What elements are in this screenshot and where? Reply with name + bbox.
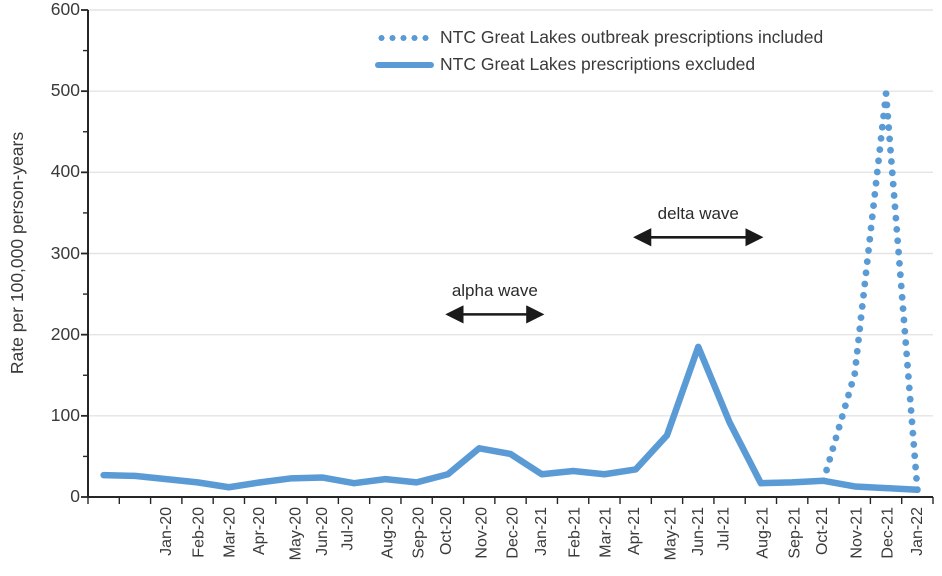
x-tick-label: Jun-20 — [314, 507, 332, 556]
legend-label-prescriptions-excluded: NTC Great Lakes prescriptions excluded — [440, 53, 756, 74]
chart-legend: NTC Great Lakes outbreak prescriptions i… — [375, 24, 895, 78]
dotted-line-swatch-icon — [375, 30, 434, 46]
y-tick-label: 600 — [50, 0, 80, 19]
y-tick-label: 400 — [50, 161, 80, 182]
series-line-outbreak-included — [820, 90, 921, 494]
x-tick-label: Nov-20 — [473, 507, 491, 559]
y-tick-label: 0 — [70, 486, 80, 506]
gridlines — [88, 9, 933, 417]
x-tick-label: Dec-21 — [880, 507, 898, 559]
x-tick-label: Feb-21 — [566, 507, 584, 558]
x-tick-label: Mar-20 — [221, 507, 239, 558]
x-tick-label: Oct-21 — [813, 507, 831, 556]
x-tick-label: Dec-20 — [504, 507, 522, 559]
x-tick-label: Jan-22 — [908, 507, 926, 556]
x-tick-label: Sep-21 — [786, 507, 804, 559]
y-tick-label: 300 — [50, 242, 80, 263]
y-axis-ticks — [81, 9, 88, 498]
x-tick-label: Jun-21 — [689, 507, 707, 556]
x-axis-ticks — [87, 497, 934, 504]
x-tick-label: Oct-20 — [438, 507, 456, 556]
x-tick-label: Jul-20 — [340, 507, 357, 551]
x-tick-label: Aug-21 — [754, 507, 772, 559]
legend-item-prescriptions-excluded: NTC Great Lakes prescriptions excluded — [375, 51, 895, 78]
x-tick-label: Sep-20 — [410, 507, 428, 559]
x-tick-label: Aug-20 — [379, 507, 397, 559]
x-tick-label: Jan-20 — [157, 507, 175, 556]
series-line-prescriptions-excluded — [100, 343, 921, 493]
annotation-arrows — [445, 228, 764, 324]
x-tick-label: May-20 — [287, 507, 305, 561]
x-tick-label: Jul-21 — [715, 507, 733, 551]
annotation-label-delta-wave: delta wave — [657, 204, 739, 224]
solid-line-swatch-icon — [375, 57, 434, 73]
x-tick-label: Nov-21 — [848, 507, 866, 559]
x-tick-label: Apr-20 — [250, 507, 268, 556]
x-tick-label: Mar-21 — [597, 507, 615, 558]
x-tick-label: Feb-20 — [190, 507, 208, 558]
x-tick-label: Jan-21 — [533, 507, 551, 556]
x-tick-label: Apr-21 — [626, 507, 644, 556]
y-tick-label: 500 — [50, 80, 80, 101]
legend-item-outbreak-included: NTC Great Lakes outbreak prescriptions i… — [375, 24, 895, 51]
y-tick-label: 100 — [50, 404, 80, 425]
legend-label-outbreak-included: NTC Great Lakes outbreak prescriptions i… — [440, 26, 824, 47]
y-tick-label: 200 — [50, 323, 80, 344]
x-tick-label: May-21 — [662, 507, 680, 561]
annotation-label-alpha-wave: alpha wave — [451, 281, 538, 301]
